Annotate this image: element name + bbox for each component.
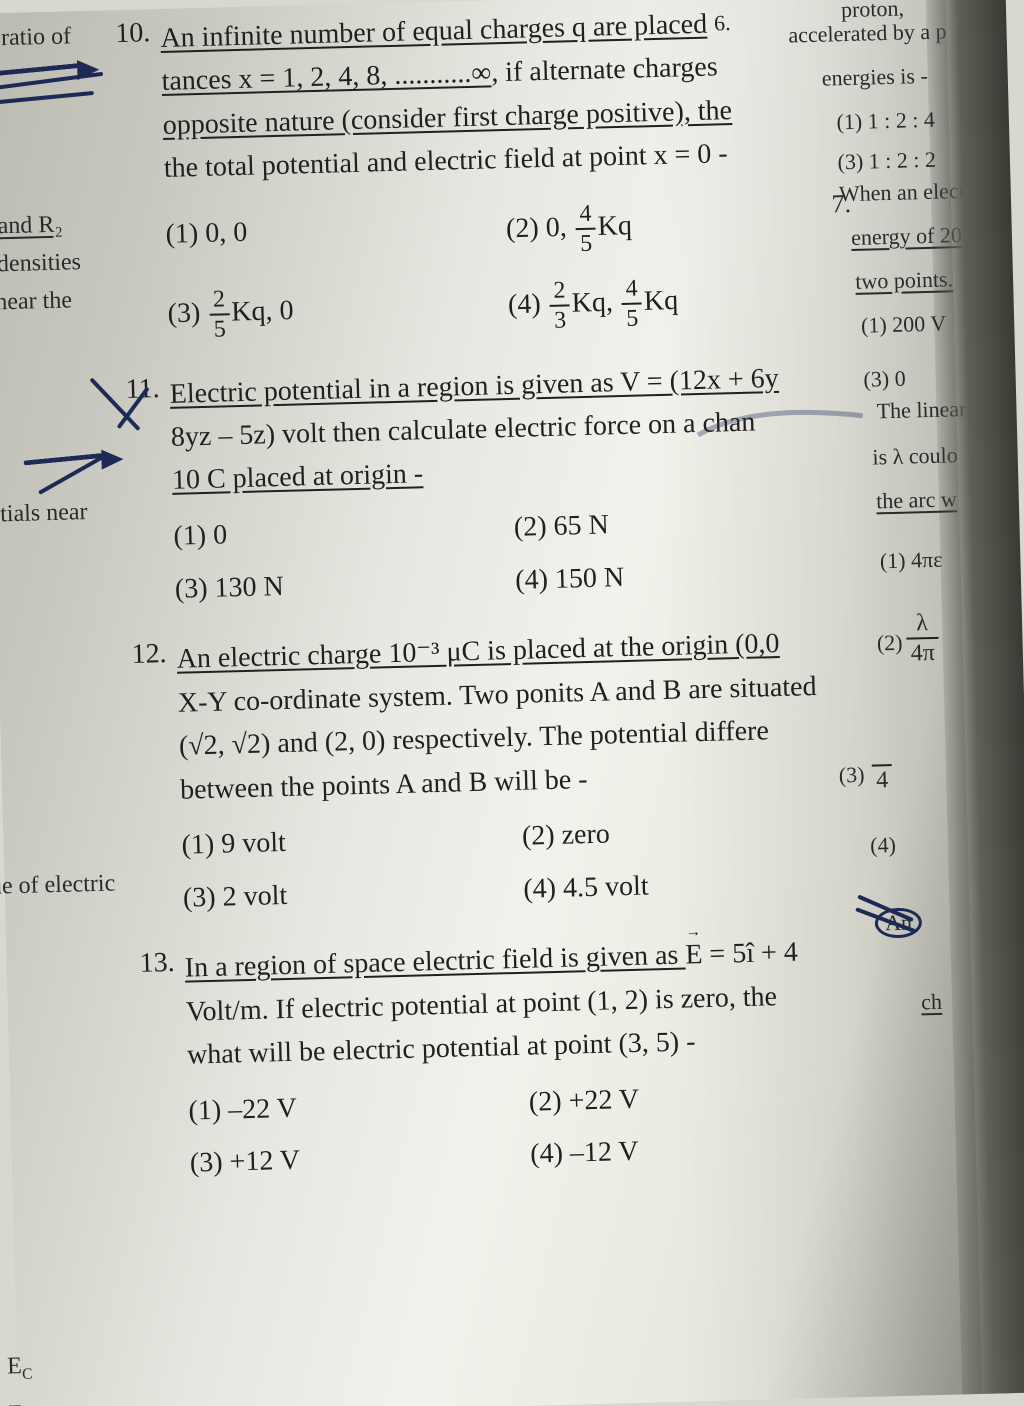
q10-number: 10. bbox=[102, 17, 161, 51]
frag-r1: (1) 1 : 2 : 4 bbox=[836, 107, 935, 136]
q12-options: (1) 9 volt (2) zero (3) 2 volt (4) 4.5 v… bbox=[181, 802, 865, 925]
q12-opt1: (1) 9 volt bbox=[181, 811, 523, 873]
frag-lam4pi: λ4π bbox=[904, 611, 942, 666]
main-column: 10. An infinite number of equal charges … bbox=[102, 0, 872, 1192]
pen-pointer-shadow bbox=[692, 390, 874, 465]
q10-opt4: (4) 23Kq, 45Kq bbox=[507, 267, 849, 338]
q10: 10. An infinite number of equal charges … bbox=[102, 0, 849, 348]
frag-arc: the arc w bbox=[876, 486, 957, 514]
q11-opt1: (1) 0 bbox=[173, 502, 515, 564]
q10-opt3: (3) 25Kq, 0 bbox=[167, 276, 509, 347]
q13-opt3: (3) +12 V bbox=[189, 1129, 531, 1191]
q13-body: In a region of space electric field is g… bbox=[184, 929, 871, 1191]
frag-4pie: (1) 4πε bbox=[880, 547, 943, 575]
frag-tentials: tentials near bbox=[0, 499, 88, 529]
frag-twopoints: two points. bbox=[855, 266, 953, 295]
q12-opt2: (2) zero bbox=[521, 802, 863, 864]
q13-opt2: (2) +22 V bbox=[528, 1067, 870, 1129]
page: he ratio of R₁ and R₂ ge densities es ne… bbox=[0, 0, 1024, 1406]
frag-ge-densities: ge densities bbox=[0, 249, 81, 279]
frag-r3: (3) 1 : 2 : 2 bbox=[837, 147, 936, 176]
frag-lambda: is λ coulo bbox=[872, 442, 958, 470]
q13-options: (1) –22 V (2) +22 V (3) +12 V (4) –12 V bbox=[188, 1067, 872, 1190]
frag-ec: EC bbox=[7, 1353, 33, 1384]
q10-right6: 6. bbox=[714, 10, 731, 35]
q12-opt3: (3) 2 volt bbox=[182, 863, 524, 925]
frag-opt3-0: (3) 0 bbox=[863, 366, 906, 393]
q12-opt4: (4) 4.5 volt bbox=[523, 855, 865, 917]
q12-body: An electric charge 10⁻³ μC is placed at … bbox=[176, 620, 864, 925]
q11-opt3: (3) 130 N bbox=[174, 554, 516, 616]
q10-opt1: (1) 0, 0 bbox=[165, 200, 507, 271]
q13-opt1: (1) –22 V bbox=[188, 1076, 530, 1138]
frag-es-near: es near the bbox=[0, 287, 72, 317]
q11-opt4: (4) 150 N bbox=[515, 545, 857, 607]
left-margin-fragments: he ratio of R₁ and R₂ ge densities es ne… bbox=[0, 11, 102, 14]
q12: 12. An electric charge 10⁻³ μC is placed… bbox=[118, 620, 864, 926]
q11-options: (1) 0 (2) 65 N (3) 130 N (4) 150 N bbox=[173, 493, 857, 616]
q11-opt2: (2) 65 N bbox=[513, 493, 855, 555]
frag-opt2-lbl: (2) bbox=[877, 630, 903, 657]
q10-opt2: (2) 0, 45Kq bbox=[505, 191, 847, 262]
frag-ch: ch bbox=[921, 989, 942, 1016]
frag-when: When an elect bbox=[839, 178, 965, 207]
q12-number: 12. bbox=[118, 638, 177, 672]
frag-alue-electric: alue of electric bbox=[0, 870, 116, 901]
frag-r1-r2: R₁ and R₂ bbox=[0, 212, 63, 241]
frag-eb: EB bbox=[8, 1401, 34, 1406]
q13-opt4: (4) –12 V bbox=[530, 1120, 872, 1182]
pen-line-2 bbox=[0, 91, 94, 106]
q10-body: An infinite number of equal charges q ar… bbox=[160, 0, 849, 346]
q10-options: (1) 0, 0 (2) 0, 45Kq (3) 25Kq, 0 (4) 23K… bbox=[165, 191, 849, 347]
frag-linear: The linear bbox=[876, 396, 966, 424]
q13-number: 13. bbox=[126, 947, 185, 981]
q13: 13. In a region of space electric field … bbox=[126, 929, 871, 1192]
frag-energy20: energy of 20 bbox=[851, 222, 962, 251]
frag-200v: (1) 200 V bbox=[861, 311, 947, 339]
frag-opt4: (4) bbox=[870, 832, 896, 859]
